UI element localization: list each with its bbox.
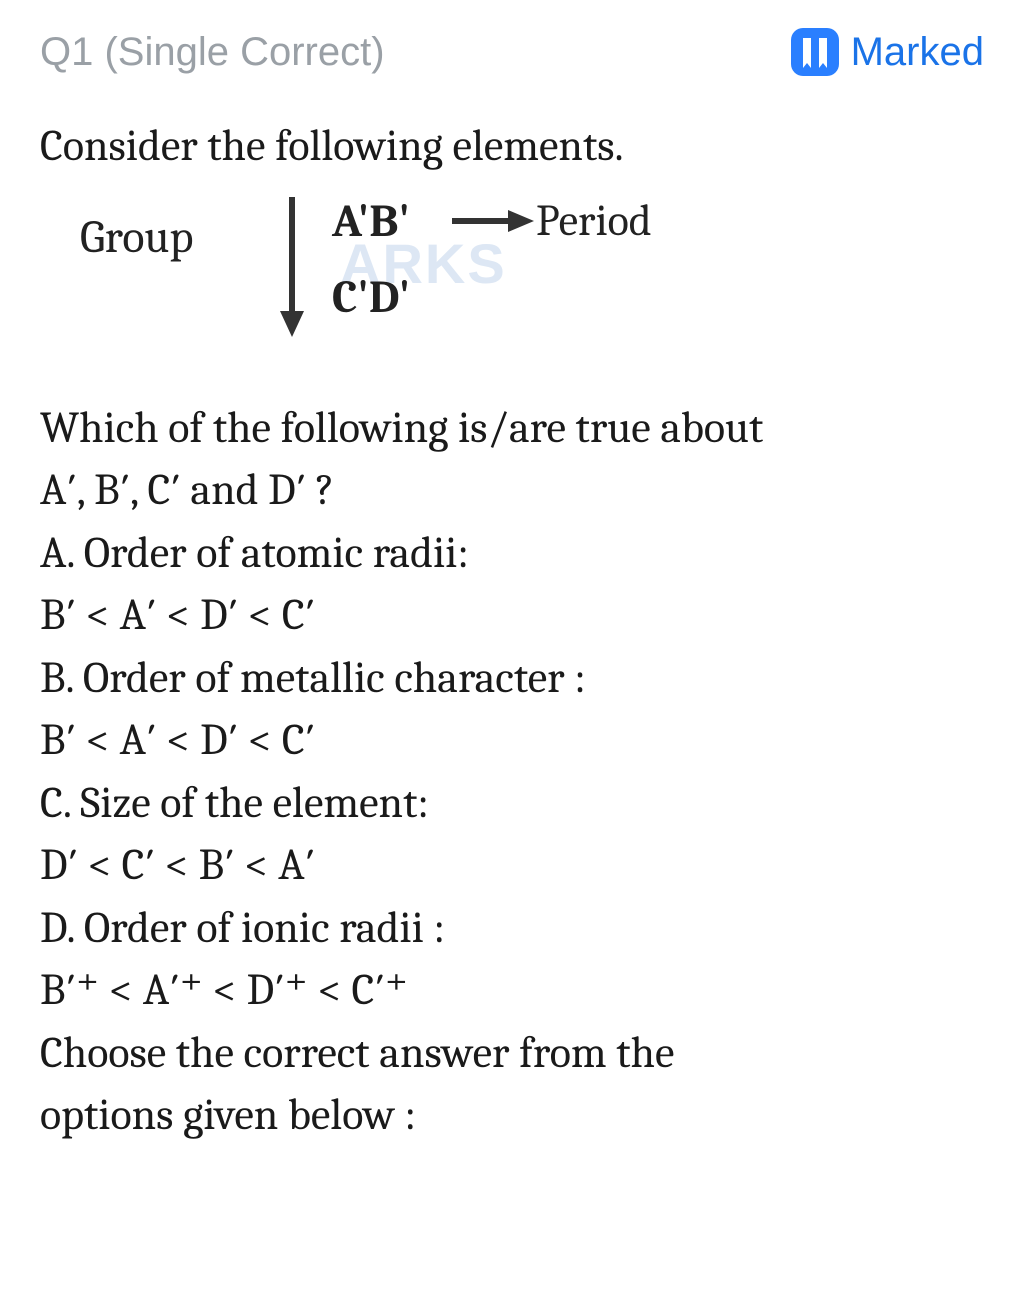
option-c-expr: D′ < C′ < B′ < A′ bbox=[40, 834, 984, 896]
option-c-label: C. Size of the element: bbox=[40, 772, 984, 834]
footer-line-2: options given below : bbox=[40, 1084, 984, 1146]
question-text-line-2: A′, B′, C′ and D′ ? bbox=[40, 459, 984, 521]
option-d-expr: B′⁺ < A′⁺ < D′⁺ < C′⁺ bbox=[40, 959, 984, 1021]
question-number-label: Q1 (Single Correct) bbox=[40, 30, 385, 75]
periodic-diagram: Group ARKS A'B' Period C'D' bbox=[40, 189, 984, 359]
arrow-down-icon bbox=[272, 189, 312, 339]
arrow-right-icon bbox=[452, 207, 536, 235]
question-body: Which of the following is/are true about… bbox=[40, 397, 984, 1147]
marked-label: Marked bbox=[851, 30, 984, 75]
option-b-label: B. Order of metallic character : bbox=[40, 647, 984, 709]
option-b-expr: B′ < A′ < D′ < C′ bbox=[40, 709, 984, 771]
question-card: Q1 (Single Correct) Marked Consider the … bbox=[0, 0, 1024, 1147]
option-a-expr: B′ < A′ < D′ < C′ bbox=[40, 584, 984, 646]
group-axis-label: Group bbox=[80, 211, 193, 264]
bookmark-icon bbox=[791, 28, 839, 76]
question-stem: Consider the following elements. bbox=[40, 120, 984, 171]
marked-badge[interactable]: Marked bbox=[791, 28, 984, 76]
option-a-label: A. Order of atomic radii: bbox=[40, 522, 984, 584]
diagram-row-2: C'D' bbox=[332, 271, 410, 324]
diagram-row-1: A'B' bbox=[332, 195, 410, 248]
question-text-line-1: Which of the following is/are true about bbox=[40, 397, 984, 459]
period-axis-label: Period bbox=[536, 195, 652, 246]
option-d-label: D. Order of ionic radii : bbox=[40, 897, 984, 959]
footer-line-1: Choose the correct answer from the bbox=[40, 1022, 984, 1084]
question-header: Q1 (Single Correct) Marked bbox=[40, 28, 984, 76]
